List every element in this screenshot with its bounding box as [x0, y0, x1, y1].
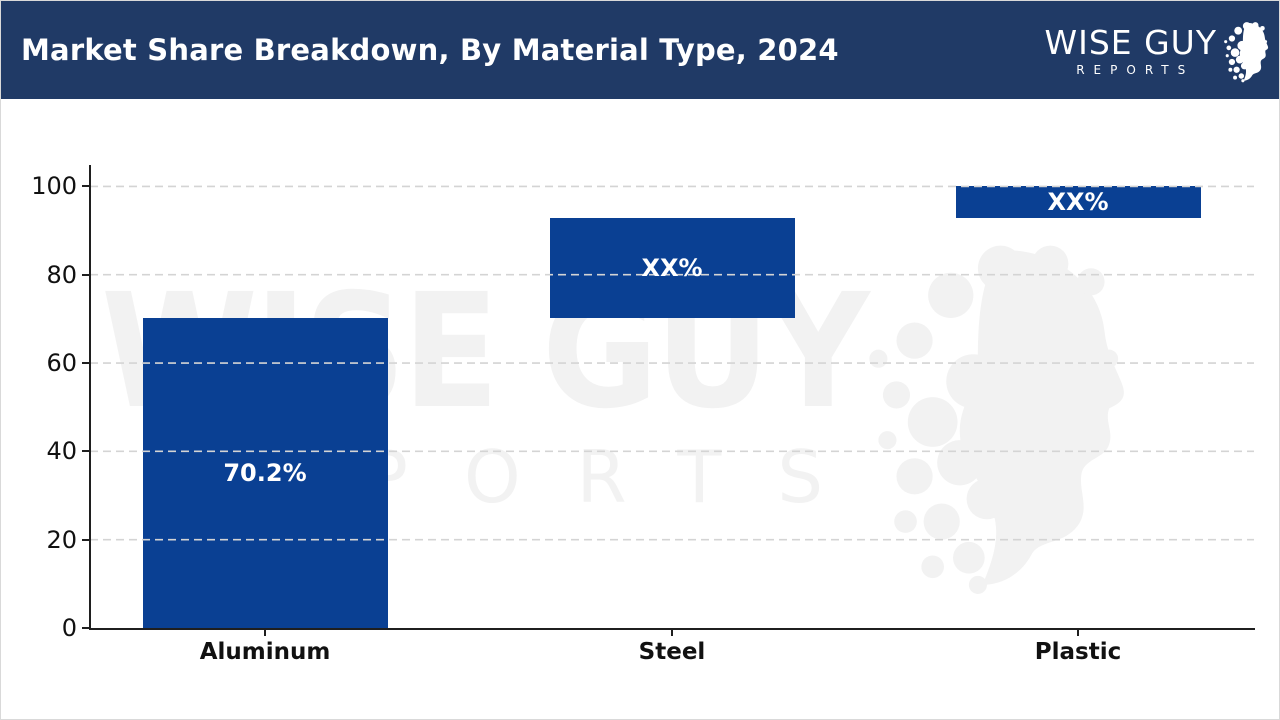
x-tick-steel	[671, 630, 673, 636]
watermark-head-icon	[869, 245, 1124, 594]
y-axis-tick-label-100: 100	[31, 172, 77, 201]
y-axis-tick-label-20: 20	[46, 525, 77, 554]
logo-text: WISE GUY REPORTS	[1044, 22, 1217, 77]
logo-subtitle: REPORTS	[1076, 62, 1195, 77]
y-axis-tick-label-60: 60	[46, 349, 77, 378]
y-axis-tick-label-0: 0	[61, 614, 77, 642]
logo-wordmark: WISE GUY	[1044, 22, 1217, 62]
x-tick-plastic	[1077, 630, 1079, 636]
header-band: Market Share Breakdown, By Material Type…	[1, 1, 1279, 99]
y-axis-tick-label-80: 80	[46, 260, 77, 289]
bar-plastic	[955, 186, 1201, 218]
y-axis-tick-label-40: 40	[46, 437, 77, 466]
x-axis-label-aluminum: Aluminum	[199, 639, 331, 665]
dotted-head-profile-icon	[1224, 22, 1269, 83]
bar-steel	[549, 217, 795, 318]
y-tick-0	[82, 627, 90, 629]
wise-guy-reports-logo: WISE GUY REPORTS	[1044, 9, 1271, 93]
y-tick-100	[82, 185, 90, 188]
x-axis-spine	[89, 628, 1255, 630]
x-tick-aluminum	[264, 630, 266, 636]
y-tick-60	[82, 362, 90, 365]
x-axis-label-steel: Steel	[638, 639, 706, 665]
y-axis-spine	[89, 165, 91, 630]
bar-aluminum	[142, 317, 388, 628]
y-tick-80	[82, 273, 90, 276]
x-axis-label-plastic: Plastic	[1034, 639, 1122, 665]
y-tick-20	[82, 538, 90, 541]
y-tick-40	[82, 450, 90, 453]
page-title: Market Share Breakdown, By Material Type…	[21, 33, 839, 67]
